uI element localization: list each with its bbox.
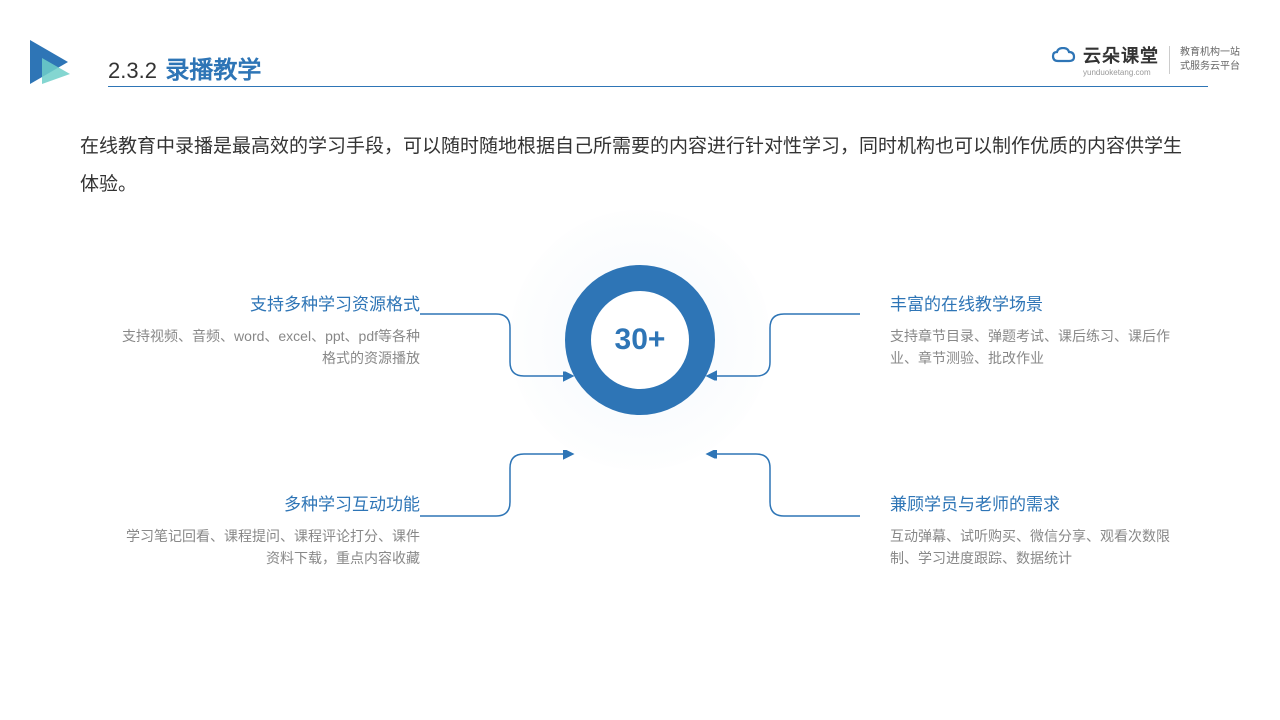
- feature-top-right: 丰富的在线教学场景 支持章节目录、弹题考试、课后练习、课后作业、章节测验、批改作…: [890, 290, 1190, 370]
- feature-desc: 支持视频、音频、word、excel、ppt、pdf等各种格式的资源播放: [120, 325, 420, 370]
- connector-top-left: [418, 312, 580, 382]
- feature-top-left: 支持多种学习资源格式 支持视频、音频、word、excel、ppt、pdf等各种…: [120, 290, 420, 370]
- feature-title: 丰富的在线教学场景: [890, 290, 1190, 315]
- header: 2.3.2 录播教学 云朵课堂 yunduoketang.com 教育机构一站 …: [0, 30, 1280, 90]
- description: 在线教育中录播是最高效的学习手段，可以随时随地根据自己所需要的内容进行针对性学习…: [80, 128, 1200, 204]
- feature-title: 支持多种学习资源格式: [120, 290, 420, 315]
- feature-title: 兼顾学员与老师的需求: [890, 490, 1190, 515]
- connector-top-right: [700, 312, 862, 382]
- logo-divider: [1169, 46, 1170, 74]
- feature-desc: 互动弹幕、试听购买、微信分享、观看次数限制、学习进度跟踪、数据统计: [890, 525, 1190, 570]
- logo-section: 云朵课堂 yunduoketang.com 教育机构一站 式服务云平台: [1051, 42, 1240, 77]
- logo-text: 云朵课堂 yunduoketang.com: [1083, 42, 1159, 77]
- cloud-icon: [1051, 47, 1077, 72]
- logo-url: yunduoketang.com: [1083, 68, 1159, 77]
- logo-main: 云朵课堂: [1083, 42, 1159, 68]
- title-underline: [108, 86, 1208, 87]
- feature-desc: 学习笔记回看、课程提问、课程评论打分、课件资料下载，重点内容收藏: [120, 525, 420, 570]
- section-title: 录播教学: [165, 57, 261, 84]
- title-section: 2.3.2 录播教学: [108, 50, 261, 85]
- logo-tagline-line-1: 教育机构一站: [1180, 46, 1240, 60]
- section-number: 2.3.2: [108, 58, 157, 83]
- connector-bottom-right: [700, 450, 862, 520]
- diagram: 30+ 支持多种学习资源格式 支持视频、音频、word、excel、ppt、pd…: [0, 260, 1280, 640]
- feature-bottom-right: 兼顾学员与老师的需求 互动弹幕、试听购买、微信分享、观看次数限制、学习进度跟踪、…: [890, 490, 1190, 570]
- connector-bottom-left: [418, 450, 580, 520]
- feature-bottom-left: 多种学习互动功能 学习笔记回看、课程提问、课程评论打分、课件资料下载，重点内容收…: [120, 490, 420, 570]
- center-value: 30+: [615, 323, 666, 357]
- logo-tagline-line-2: 式服务云平台: [1180, 60, 1240, 74]
- play-icon: [30, 40, 80, 89]
- feature-title: 多种学习互动功能: [120, 490, 420, 515]
- logo-tagline: 教育机构一站 式服务云平台: [1180, 46, 1240, 74]
- feature-desc: 支持章节目录、弹题考试、课后练习、课后作业、章节测验、批改作业: [890, 325, 1190, 370]
